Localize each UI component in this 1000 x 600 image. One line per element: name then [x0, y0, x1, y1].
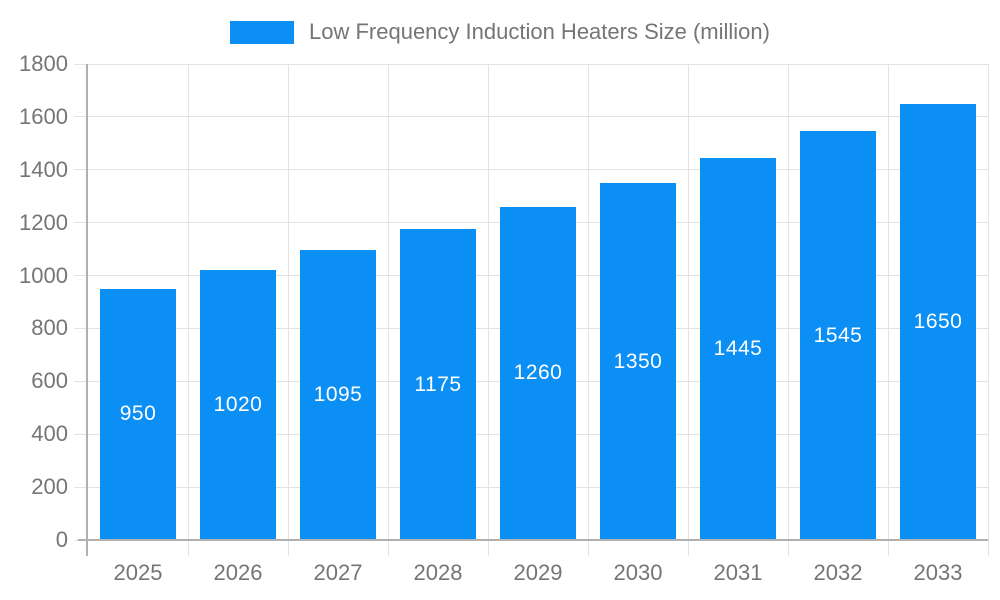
- y-axis-label: 1000: [19, 262, 68, 288]
- gridline-vertical: [287, 64, 289, 540]
- y-tick: [74, 116, 88, 118]
- y-axis-label: 1600: [19, 103, 68, 129]
- gridline-horizontal: [88, 63, 988, 65]
- x-tick: [187, 540, 189, 556]
- x-axis-label: 2030: [613, 560, 663, 585]
- x-axis-label: 2026: [213, 560, 263, 585]
- y-tick: [74, 169, 88, 171]
- y-axis-label: 0: [55, 527, 68, 552]
- y-axis-label: 1400: [19, 156, 68, 182]
- x-axis-label: 2031: [713, 560, 763, 585]
- y-tick: [74, 486, 88, 488]
- bar-value-label: 950: [119, 402, 157, 426]
- gridline-vertical: [187, 64, 189, 540]
- gridline-vertical: [487, 64, 489, 540]
- gridline-horizontal: [88, 116, 988, 118]
- x-axis-label: 2028: [413, 560, 463, 585]
- y-tick: [74, 327, 88, 329]
- bar[interactable]: 1260: [500, 206, 576, 540]
- x-tick: [687, 540, 689, 556]
- x-tick: [987, 540, 989, 556]
- x-axis-label: 2033: [913, 560, 963, 585]
- x-axis-label: 2027: [313, 560, 363, 585]
- y-axis-label: 800: [31, 315, 68, 341]
- bar-value-label: 1095: [313, 383, 363, 407]
- legend-swatch: [230, 20, 294, 44]
- bar[interactable]: 1175: [400, 229, 476, 540]
- x-tick: [487, 540, 489, 556]
- y-axis-label: 1200: [19, 209, 68, 235]
- bar-value-label: 1650: [913, 309, 963, 333]
- bar-value-label: 1545: [813, 323, 863, 347]
- y-tick: [74, 380, 88, 382]
- bar[interactable]: 1020: [200, 270, 276, 540]
- x-tick: [387, 540, 389, 556]
- bar[interactable]: 1350: [600, 183, 676, 540]
- y-tick: [74, 433, 88, 435]
- gridline-vertical: [887, 64, 889, 540]
- x-axis-label: 2029: [513, 560, 563, 585]
- gridline-vertical: [687, 64, 689, 540]
- y-axis-line: [86, 64, 88, 556]
- bar[interactable]: 1445: [700, 157, 776, 540]
- bar-value-label: 1175: [414, 372, 462, 396]
- x-tick: [787, 540, 789, 556]
- y-axis-label: 600: [31, 368, 68, 394]
- y-tick: [74, 63, 88, 65]
- gridline-horizontal: [88, 169, 988, 171]
- x-tick: [587, 540, 589, 556]
- gridline-vertical: [787, 64, 789, 540]
- bar-value-label: 1020: [213, 393, 263, 417]
- gridline-vertical: [587, 64, 589, 540]
- y-tick: [74, 222, 88, 224]
- y-axis-label: 200: [31, 474, 68, 500]
- bar[interactable]: 950: [100, 288, 176, 540]
- plot-area: 950 1020 1095 1175 1260 1350 1445 1545 1650: [88, 63, 989, 540]
- y-tick: [74, 275, 88, 277]
- gridline-vertical: [387, 64, 389, 540]
- bar-value-label: 1260: [513, 361, 563, 385]
- y-axis-label: 1800: [19, 51, 68, 76]
- x-tick: [287, 540, 289, 556]
- x-tick: [887, 540, 889, 556]
- legend[interactable]: Low Frequency Induction Heaters Size (mi…: [0, 17, 1000, 47]
- bar-value-label: 1445: [713, 336, 763, 360]
- gridline-vertical: [987, 64, 989, 540]
- bar[interactable]: 1095: [300, 250, 376, 540]
- bar[interactable]: 1650: [900, 103, 976, 540]
- bar-value-label: 1350: [613, 349, 663, 373]
- x-axis-label: 2025: [113, 560, 163, 585]
- x-axis-label: 2032: [813, 560, 863, 585]
- legend-label: Low Frequency Induction Heaters Size (mi…: [309, 19, 770, 44]
- y-axis-label: 400: [31, 421, 68, 447]
- bar[interactable]: 1545: [800, 131, 876, 540]
- x-axis-line: [78, 539, 988, 541]
